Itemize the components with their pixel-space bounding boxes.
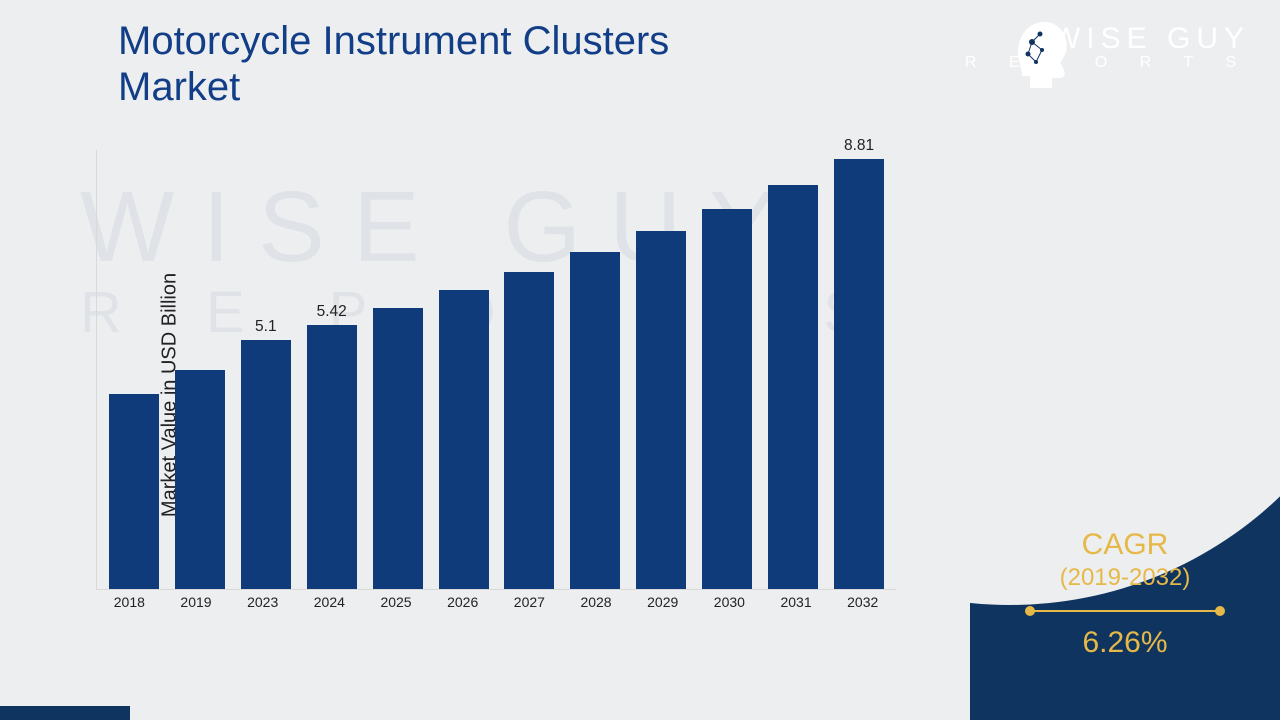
cagr-value: 6.26%: [1010, 626, 1240, 660]
bar-wrap: 5.1: [233, 150, 299, 589]
bar-wrap: [167, 150, 233, 589]
chart-title: Motorcycle Instrument Clusters Market: [118, 18, 768, 110]
x-tick-label: 2018: [96, 594, 163, 610]
bottom-accent-strip: [0, 706, 130, 720]
chart-plot-area: 5.1 5.42 8.81: [96, 150, 896, 590]
bar: [439, 290, 489, 589]
cagr-panel: CAGR (2019-2032) 6.26%: [1010, 528, 1240, 660]
logo-head-icon: [1010, 18, 1080, 98]
x-tick-label: 2023: [229, 594, 296, 610]
bar: [109, 394, 159, 589]
bar-wrap: 8.81: [826, 150, 892, 589]
bar-value-label: 5.1: [255, 318, 277, 336]
bar-wrap: [497, 150, 563, 589]
bar-chart: Market Value in USD Billion 5.15.428.81 …: [76, 150, 896, 640]
bar: [307, 325, 357, 589]
cagr-divider-line: [1030, 610, 1220, 612]
bar-wrap: [365, 150, 431, 589]
bar: [702, 209, 752, 589]
bar-wrap: [694, 150, 760, 589]
x-axis-labels: 2018201920232024202520262027202820292030…: [96, 594, 896, 610]
bar-value-label: 5.42: [317, 303, 347, 321]
logo-line-1: WISE GUY: [965, 22, 1250, 56]
logo-line-2: R E P O R T S: [965, 54, 1250, 72]
bar-wrap: [628, 150, 694, 589]
bar: [834, 159, 884, 589]
x-tick-label: 2030: [696, 594, 763, 610]
bar: [768, 185, 818, 589]
bar-wrap: [431, 150, 497, 589]
bar: [570, 252, 620, 589]
bar-wrap: 5.42: [299, 150, 365, 589]
x-tick-label: 2024: [296, 594, 363, 610]
bar: [175, 370, 225, 590]
bar-wrap: [562, 150, 628, 589]
x-tick-label: 2019: [163, 594, 230, 610]
bar: [241, 340, 291, 589]
bar-wrap: [760, 150, 826, 589]
bar: [504, 272, 554, 589]
bar: [373, 308, 423, 589]
x-tick-label: 2032: [829, 594, 896, 610]
bar: [636, 231, 686, 589]
cagr-years: (2019-2032): [1010, 564, 1240, 592]
x-tick-label: 2026: [429, 594, 496, 610]
x-tick-label: 2027: [496, 594, 563, 610]
bar-wrap: [101, 150, 167, 589]
x-tick-label: 2028: [563, 594, 630, 610]
bar-value-label: 8.81: [844, 137, 874, 155]
bars-container: 5.1 5.42 8.81: [97, 150, 896, 589]
brand-logo: WISE GUY R E P O R T S: [965, 22, 1250, 72]
cagr-title: CAGR: [1010, 528, 1240, 562]
x-tick-label: 2029: [629, 594, 696, 610]
x-tick-label: 2025: [363, 594, 430, 610]
x-tick-label: 2031: [763, 594, 830, 610]
